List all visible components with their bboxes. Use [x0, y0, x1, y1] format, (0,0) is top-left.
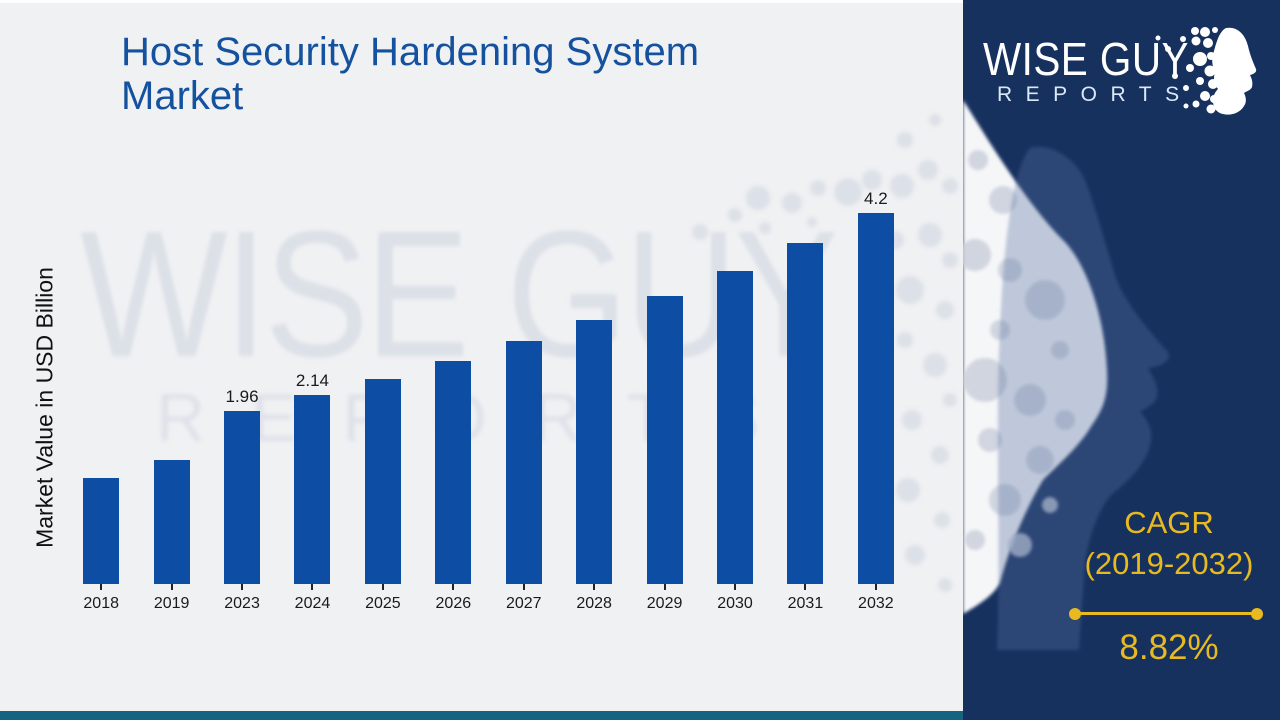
x-label-2031: 2031 [787, 595, 824, 612]
x-tick-2018 [100, 584, 103, 590]
bar-slot-2019: 2019 [136, 180, 206, 612]
bar-slot-2032: 4.2 2032 [841, 180, 911, 612]
x-tick-2032 [874, 584, 877, 590]
watermark-wiseguy-text: WISE GUY [80, 194, 839, 395]
x-label-2023: 2023 [224, 595, 260, 612]
logo-wordmark: WISE GUY [983, 33, 1189, 85]
x-tick-2019 [170, 584, 173, 590]
x-label-2019: 2019 [153, 595, 190, 612]
bar-2019 [153, 460, 190, 584]
bar-slot-2028: 2028 [559, 180, 629, 612]
cagr-label: CAGR [1124, 505, 1214, 540]
panel-circle-and-face-art [963, 100, 1169, 650]
x-tick-2030 [734, 584, 736, 590]
line-endpoint-dot-left [1069, 607, 1081, 620]
x-label-2025: 2025 [365, 595, 401, 612]
x-tick-2025 [381, 584, 384, 590]
cagr-underline [1069, 607, 1263, 620]
x-tick-2031 [804, 584, 807, 590]
background-dots-pattern [692, 114, 958, 592]
x-label-2030: 2030 [717, 595, 753, 612]
x-label-2032: 2032 [858, 595, 894, 612]
top-edge-strip [0, 0, 963, 3]
face-silhouette [997, 146, 1169, 650]
bar-slot-2030: 2030 [700, 180, 770, 612]
logo-subtitle: REPORTS [997, 83, 1193, 106]
bottom-teal-strip [0, 711, 963, 720]
value-label-2024: 2.14 [295, 371, 330, 391]
bar-2024 [294, 395, 331, 584]
x-tick-2027 [522, 584, 525, 590]
bar-2029 [646, 296, 683, 584]
bar-slot-2027: 2027 [489, 180, 559, 612]
cagr-value: 8.82% [1119, 628, 1219, 667]
bar-slot-2024: 2.14 2024 [277, 180, 347, 612]
x-tick-2023 [241, 584, 244, 590]
x-tick-2024 [311, 584, 314, 590]
bar-2027 [505, 341, 542, 584]
bar-2030 [717, 271, 753, 584]
x-label-2024: 2024 [294, 595, 331, 612]
value-label-2032: 4.2 [864, 189, 888, 209]
bar-slot-2029: 2029 [629, 180, 699, 612]
cagr-range: (2019-2032) [1084, 546, 1254, 581]
value-label-2023: 1.96 [225, 386, 259, 406]
logo-face-icon [1155, 27, 1257, 115]
x-tick-2029 [663, 584, 666, 590]
bar-slot-2031: 2031 [770, 180, 840, 612]
page-title: Host Security Hardening System Market [121, 30, 699, 118]
x-label-2029: 2029 [646, 595, 683, 612]
bar-2025 [364, 379, 401, 584]
bar-2018 [83, 478, 120, 584]
page-title-line-2: Market [121, 74, 244, 118]
x-label-2018: 2018 [83, 595, 119, 612]
x-label-2028: 2028 [576, 595, 612, 612]
bar-slot-2018: 2018 [66, 180, 136, 612]
bar-2023 [224, 410, 261, 584]
bar-chart: 2018 2019 1.96 2023 2.14 2024 2025 2026 2027 2028… [66, 180, 911, 612]
bar-2028 [576, 320, 613, 584]
line-endpoint-dot-right [1251, 607, 1263, 620]
bar-slot-2023: 1.96 2023 [207, 180, 277, 612]
x-label-2027: 2027 [505, 595, 542, 612]
bar-slot-2026: 2026 [418, 180, 488, 612]
x-tick-2028 [593, 584, 596, 590]
x-label-2026: 2026 [435, 595, 472, 612]
x-tick-2026 [452, 584, 455, 590]
y-axis-label: Market Value in USD Billion [31, 267, 58, 548]
bar-slot-2025: 2025 [348, 180, 418, 612]
page-title-line-1: Host Security Hardening System [121, 30, 700, 74]
bar-2026 [435, 360, 472, 584]
bar-2031 [787, 243, 824, 584]
bar-2032 [857, 213, 894, 584]
brand-panel: WISE GUY REPORTS CAGR (2019-2032) 8.82% [963, 0, 1280, 720]
